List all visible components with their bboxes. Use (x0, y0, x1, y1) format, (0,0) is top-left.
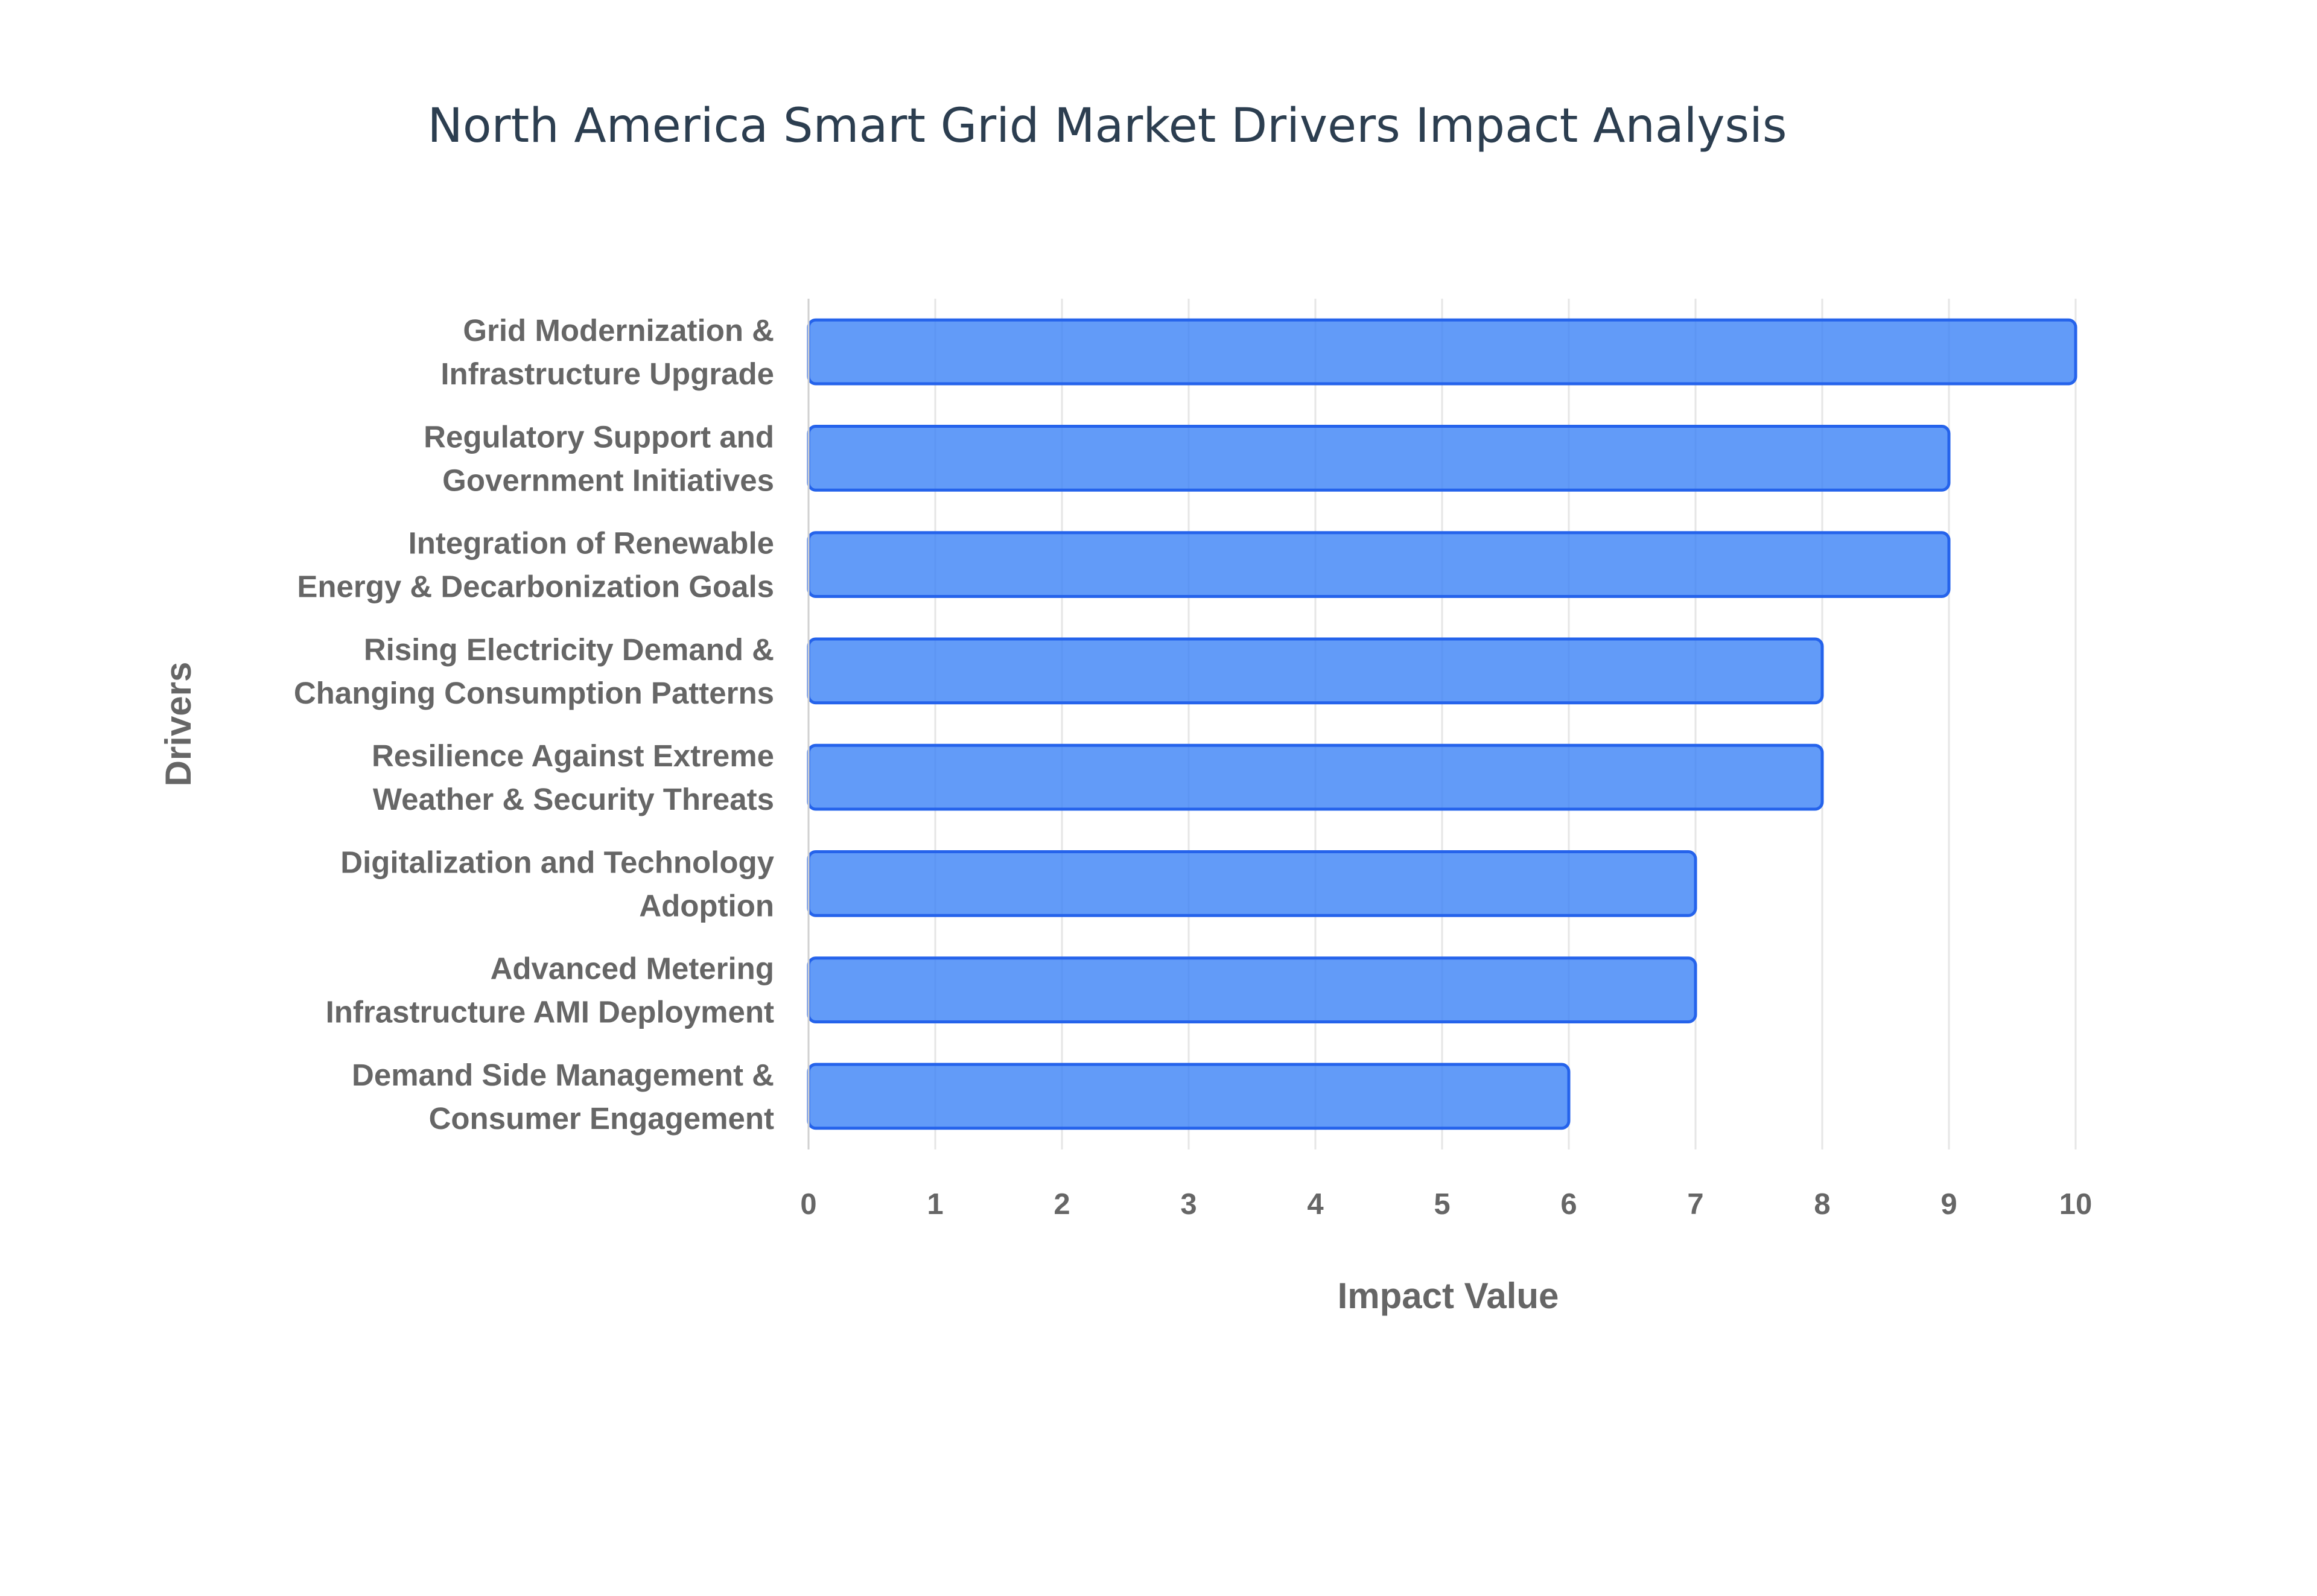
category-label-line: Grid Modernization & (463, 313, 774, 348)
category-label-line: Infrastructure Upgrade (440, 357, 774, 391)
x-tick-label-4: 4 (1307, 1188, 1323, 1221)
category-label-line: Advanced Metering (491, 952, 774, 986)
category-label-line: Integration of Renewable (408, 526, 774, 561)
y-axis-title: Drivers (158, 662, 199, 787)
category-label-line: Infrastructure AMI Deployment (326, 995, 774, 1029)
category-label-line: Rising Electricity Demand & (364, 632, 774, 667)
category-label-line: Adoption (639, 888, 774, 923)
x-axis-title: Impact Value (1338, 1276, 1559, 1316)
x-tick-label-10: 10 (2059, 1188, 2093, 1221)
category-label-line: Changing Consumption Patterns (294, 676, 774, 710)
bars (807, 318, 2077, 1130)
category-label-8: Demand Side Management & Consumer Engagem… (352, 1058, 774, 1136)
bar-5 (807, 743, 1824, 811)
x-tick-label-2: 2 (1054, 1188, 1070, 1221)
category-label-line: Energy & Decarbonization Goals (297, 570, 774, 604)
bar-6 (807, 850, 1697, 917)
x-tick-label-9: 9 (1940, 1188, 1957, 1221)
chart-title: North America Smart Grid Market Drivers … (427, 99, 1787, 153)
bar-2 (807, 425, 1951, 492)
bar-3 (807, 531, 1951, 598)
x-tick-label-6: 6 (1560, 1188, 1577, 1221)
category-label-line: Weather & Security Threats (373, 782, 774, 816)
x-tick-label-3: 3 (1180, 1188, 1197, 1221)
bar-8 (807, 1063, 1571, 1130)
category-label-1: Grid Modernization & Infrastructure Upgra… (440, 313, 774, 391)
x-tick-label-5: 5 (1434, 1188, 1450, 1221)
bar-7 (807, 956, 1697, 1023)
category-label-line: Consumer Engagement (429, 1101, 774, 1136)
category-label-7: Advanced Metering Infrastructure AMI Depl… (326, 952, 774, 1029)
category-label-line: Government Initiatives (442, 463, 774, 497)
category-labels: Grid Modernization & Infrastructure Upgra… (294, 313, 775, 1136)
x-tick-labels: 0 1 2 3 4 5 6 7 8 9 10 (800, 1188, 2092, 1221)
category-label-line: Resilience Against Extreme (372, 739, 774, 773)
category-label-line: Digitalization and Technology (340, 845, 774, 879)
category-label-line: Regulatory Support and (424, 419, 774, 454)
category-label-5: Resilience Against Extreme Weather & Secu… (372, 739, 774, 816)
x-tick-label-0: 0 (800, 1188, 816, 1221)
category-label-line: Demand Side Management & (352, 1058, 774, 1092)
x-tick-label-7: 7 (1687, 1188, 1703, 1221)
x-tick-label-1: 1 (927, 1188, 943, 1221)
x-tick-label-8: 8 (1814, 1188, 1830, 1221)
category-label-3: Integration of Renewable Energy & Decarbo… (297, 526, 774, 604)
bar-1 (807, 318, 2077, 386)
category-label-2: Regulatory Support and Government Initiat… (424, 419, 774, 497)
bar-4 (807, 637, 1824, 705)
category-label-6: Digitalization and Technology Adoption (340, 845, 774, 923)
category-label-4: Rising Electricity Demand & Changing Cons… (294, 632, 774, 710)
